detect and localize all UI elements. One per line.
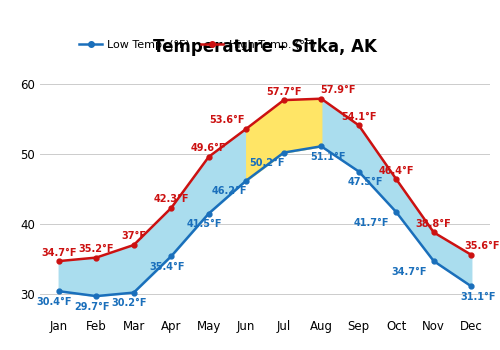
Text: 57.7°F: 57.7°F (266, 86, 302, 97)
Text: 50.2°F: 50.2°F (250, 159, 285, 168)
Text: 35.2°F: 35.2°F (78, 244, 114, 254)
Text: 54.1°F: 54.1°F (341, 112, 376, 122)
Text: 47.5°F: 47.5°F (348, 177, 384, 187)
Text: 46.4°F: 46.4°F (378, 166, 414, 176)
Text: 29.7°F: 29.7°F (74, 302, 110, 312)
Text: 53.6°F: 53.6°F (209, 115, 244, 125)
Text: 31.1°F: 31.1°F (460, 292, 496, 302)
Text: 35.6°F: 35.6°F (464, 241, 500, 251)
Text: 34.7°F: 34.7°F (41, 247, 76, 258)
Text: 42.3°F: 42.3°F (154, 194, 189, 204)
Text: 41.7°F: 41.7°F (354, 218, 389, 228)
Text: 35.4°F: 35.4°F (150, 262, 185, 272)
Text: 51.1°F: 51.1°F (310, 152, 346, 162)
Title: Temperature - Sitka, AK: Temperature - Sitka, AK (153, 38, 377, 56)
Text: 57.9°F: 57.9°F (320, 85, 356, 95)
Text: 41.5°F: 41.5°F (187, 219, 222, 229)
Text: 38.8°F: 38.8°F (416, 219, 452, 229)
Text: 34.7°F: 34.7°F (391, 267, 426, 277)
Legend: Low Temp. (°F), High Temp. (°F): Low Temp. (°F), High Temp. (°F) (75, 36, 320, 55)
Text: 30.4°F: 30.4°F (37, 297, 72, 307)
Text: 46.2°F: 46.2°F (212, 187, 248, 196)
Text: 30.2°F: 30.2°F (112, 299, 148, 308)
Text: 49.6°F: 49.6°F (191, 143, 226, 153)
Text: 37°F: 37°F (121, 231, 146, 242)
